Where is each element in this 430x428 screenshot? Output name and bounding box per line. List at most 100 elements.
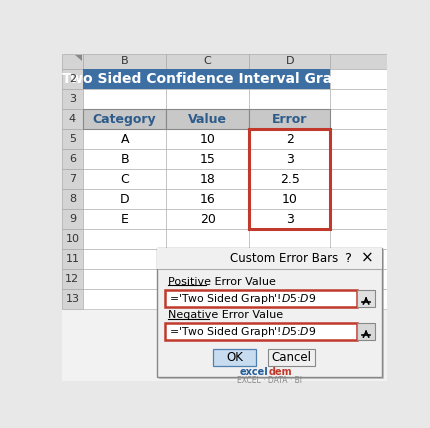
Text: Custom Error Bars: Custom Error Bars xyxy=(230,252,339,265)
Text: ='Two Sided Graph'!$D$5:$D$9: ='Two Sided Graph'!$D$5:$D$9 xyxy=(169,325,316,339)
Bar xyxy=(249,169,330,189)
Bar xyxy=(83,109,166,129)
Bar xyxy=(83,69,330,89)
Bar xyxy=(166,229,249,249)
Bar xyxy=(159,250,384,379)
Text: 2: 2 xyxy=(69,74,76,84)
Text: excel: excel xyxy=(240,368,268,377)
Text: Negative Error Value: Negative Error Value xyxy=(168,310,283,320)
Bar xyxy=(249,289,330,309)
Text: D: D xyxy=(286,56,294,66)
Text: 15: 15 xyxy=(200,153,215,166)
Bar xyxy=(249,129,330,229)
Text: Value: Value xyxy=(188,113,227,126)
Bar xyxy=(249,69,330,89)
Bar xyxy=(330,129,387,149)
Text: 10: 10 xyxy=(282,193,298,206)
Bar xyxy=(330,69,387,89)
Bar xyxy=(61,289,83,309)
Text: B: B xyxy=(120,153,129,166)
Bar xyxy=(166,109,249,129)
Text: Cancel: Cancel xyxy=(272,351,312,364)
Bar xyxy=(61,269,83,289)
Bar xyxy=(166,69,249,89)
Bar xyxy=(330,89,387,109)
Bar xyxy=(330,169,387,189)
Bar xyxy=(166,209,249,229)
Bar xyxy=(61,189,83,209)
Bar xyxy=(83,109,166,129)
Bar xyxy=(83,54,166,69)
Polygon shape xyxy=(75,55,82,61)
Text: ?: ? xyxy=(344,252,351,265)
Bar xyxy=(61,54,83,69)
Bar xyxy=(166,89,249,109)
Bar xyxy=(213,349,256,366)
Bar xyxy=(249,209,330,229)
Text: 8: 8 xyxy=(69,194,76,204)
Text: 3: 3 xyxy=(286,153,294,166)
Text: 20: 20 xyxy=(200,213,215,226)
Text: D: D xyxy=(120,193,129,206)
Bar xyxy=(330,269,387,289)
Bar xyxy=(166,109,249,129)
Bar xyxy=(83,149,166,169)
Bar xyxy=(166,249,249,269)
Text: 10: 10 xyxy=(65,234,80,244)
Bar xyxy=(61,129,83,149)
Text: A: A xyxy=(120,133,129,146)
Text: 10: 10 xyxy=(200,133,215,146)
Text: Error: Error xyxy=(272,113,307,126)
Bar xyxy=(166,269,249,289)
Text: Positive Error Value: Positive Error Value xyxy=(168,276,276,287)
Bar xyxy=(330,109,387,129)
Text: 12: 12 xyxy=(65,274,80,284)
Bar xyxy=(83,89,166,109)
Bar xyxy=(83,169,166,189)
Bar xyxy=(61,69,83,89)
Text: 2: 2 xyxy=(286,133,294,146)
Bar xyxy=(61,229,83,249)
Bar xyxy=(249,149,330,169)
Bar xyxy=(249,89,330,109)
Text: B: B xyxy=(121,56,129,66)
Bar xyxy=(61,149,83,169)
Bar xyxy=(357,323,375,340)
Bar xyxy=(61,169,83,189)
Bar xyxy=(61,89,83,109)
Bar xyxy=(165,323,357,340)
Bar xyxy=(166,129,249,149)
Bar xyxy=(249,249,330,269)
Text: C: C xyxy=(204,56,212,66)
Bar xyxy=(157,248,381,269)
Text: ×: × xyxy=(361,251,374,266)
Text: 9: 9 xyxy=(69,214,76,224)
Text: dem: dem xyxy=(268,368,292,377)
Text: 3: 3 xyxy=(69,94,76,104)
Bar xyxy=(83,209,166,229)
Text: 11: 11 xyxy=(65,254,80,264)
Bar xyxy=(330,149,387,169)
Text: Category: Category xyxy=(93,113,157,126)
Text: OK: OK xyxy=(226,351,243,364)
Bar xyxy=(61,109,83,129)
Text: 16: 16 xyxy=(200,193,215,206)
Bar xyxy=(249,269,330,289)
Bar xyxy=(83,269,166,289)
Bar xyxy=(61,209,83,229)
Text: Two Sided Confidence Interval Graph: Two Sided Confidence Interval Graph xyxy=(62,72,352,86)
Text: 2.5: 2.5 xyxy=(280,172,300,186)
Text: E: E xyxy=(121,213,129,226)
Bar xyxy=(83,249,166,269)
Bar xyxy=(166,169,249,189)
Bar xyxy=(357,290,375,307)
Bar xyxy=(83,189,166,209)
Bar xyxy=(268,349,315,366)
Text: C: C xyxy=(120,172,129,186)
Bar xyxy=(166,149,249,169)
Bar xyxy=(249,229,330,249)
Bar xyxy=(61,249,83,269)
Text: ='Two Sided Graph'!$D$5:$D$9: ='Two Sided Graph'!$D$5:$D$9 xyxy=(169,291,316,306)
Bar xyxy=(166,289,249,309)
Bar xyxy=(166,54,249,69)
